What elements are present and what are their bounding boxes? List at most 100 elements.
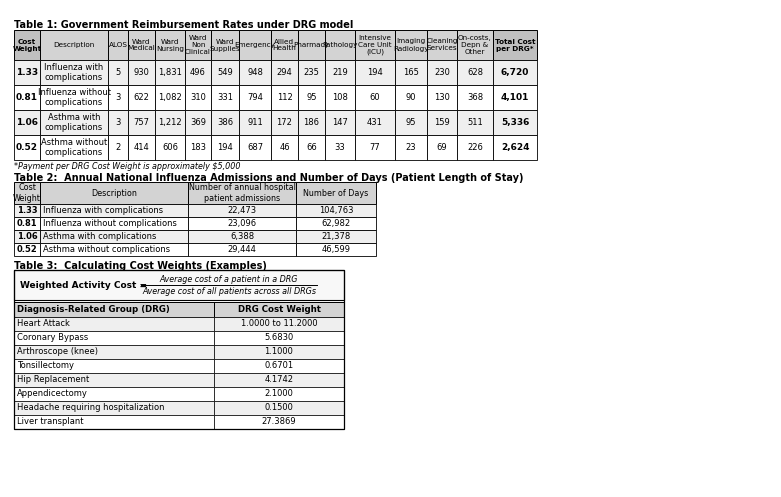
Bar xyxy=(298,60,325,85)
Bar xyxy=(427,135,457,160)
Bar xyxy=(493,60,537,85)
Bar xyxy=(355,85,395,110)
Text: On-costs,
Depn &
Other: On-costs, Depn & Other xyxy=(458,35,492,55)
Text: Number of Days: Number of Days xyxy=(303,188,369,197)
Text: 606: 606 xyxy=(162,143,178,152)
Bar xyxy=(239,85,271,110)
Text: Intensive
Care Unit
(ICU): Intensive Care Unit (ICU) xyxy=(358,35,392,55)
Text: 95: 95 xyxy=(406,118,416,127)
Text: 172: 172 xyxy=(276,118,292,127)
Bar xyxy=(128,85,155,110)
Bar xyxy=(271,110,298,135)
Text: Influenza with
complications: Influenza with complications xyxy=(45,63,104,82)
Bar xyxy=(298,85,325,110)
Bar xyxy=(14,270,344,300)
Text: Emergency: Emergency xyxy=(234,42,276,48)
Text: 183: 183 xyxy=(190,143,206,152)
Text: Arthroscope (knee): Arthroscope (knee) xyxy=(17,347,98,356)
Bar xyxy=(14,204,40,217)
Bar xyxy=(14,30,40,60)
Bar xyxy=(239,60,271,85)
Text: Table 2:  Annual National Influenza Admissions and Number of Days (Patient Lengt: Table 2: Annual National Influenza Admis… xyxy=(14,173,523,183)
Text: 1.06: 1.06 xyxy=(16,118,38,127)
Bar xyxy=(14,110,40,135)
Text: 6,388: 6,388 xyxy=(230,232,254,241)
Text: 511: 511 xyxy=(467,118,483,127)
Text: Asthma without
complications: Asthma without complications xyxy=(41,138,107,157)
Bar xyxy=(296,182,376,204)
Text: 628: 628 xyxy=(467,68,483,77)
Bar xyxy=(40,243,188,256)
Text: 0.52: 0.52 xyxy=(16,143,38,152)
Text: *Payment per DRG Cost Weight is approximately $5,000: *Payment per DRG Cost Weight is approxim… xyxy=(14,162,241,171)
Text: 147: 147 xyxy=(332,118,348,127)
Bar xyxy=(298,30,325,60)
Bar xyxy=(14,373,214,387)
Text: 194: 194 xyxy=(217,143,233,152)
Text: 386: 386 xyxy=(217,118,233,127)
Bar xyxy=(271,60,298,85)
Text: 112: 112 xyxy=(276,93,292,102)
Bar xyxy=(214,345,344,359)
Text: Diagnosis-Related Group (DRG): Diagnosis-Related Group (DRG) xyxy=(17,305,169,314)
Text: 294: 294 xyxy=(276,68,292,77)
Bar xyxy=(128,135,155,160)
Text: Cleaning
Services: Cleaning Services xyxy=(426,38,458,52)
Text: 2: 2 xyxy=(116,143,120,152)
Text: Asthma with
complications: Asthma with complications xyxy=(45,113,103,132)
Bar xyxy=(155,30,185,60)
Bar xyxy=(108,60,128,85)
Text: 27.3869: 27.3869 xyxy=(262,417,296,426)
Bar xyxy=(155,110,185,135)
Text: 66: 66 xyxy=(306,143,317,152)
Text: 414: 414 xyxy=(134,143,149,152)
Bar xyxy=(155,60,185,85)
Bar xyxy=(211,85,239,110)
Bar xyxy=(427,60,457,85)
Text: 1,212: 1,212 xyxy=(159,118,182,127)
Text: Table 3:  Calculating Cost Weights (Examples): Table 3: Calculating Cost Weights (Examp… xyxy=(14,261,267,271)
Text: 23,096: 23,096 xyxy=(227,219,257,228)
Bar xyxy=(14,401,214,415)
Text: 1.1000: 1.1000 xyxy=(265,347,294,356)
Text: 1.33: 1.33 xyxy=(16,68,38,77)
Text: 0.81: 0.81 xyxy=(16,93,38,102)
Bar xyxy=(40,230,188,243)
Text: 69: 69 xyxy=(437,143,448,152)
Text: 130: 130 xyxy=(434,93,450,102)
Bar xyxy=(108,135,128,160)
Bar xyxy=(14,317,214,331)
Bar xyxy=(14,60,40,85)
Bar xyxy=(325,110,355,135)
Bar xyxy=(298,135,325,160)
Bar xyxy=(188,217,296,230)
Bar xyxy=(296,217,376,230)
Text: Headache requiring hospitalization: Headache requiring hospitalization xyxy=(17,404,165,413)
Text: Coronary Bypass: Coronary Bypass xyxy=(17,333,88,342)
Bar xyxy=(108,30,128,60)
Text: Tonsillectomy: Tonsillectomy xyxy=(17,361,74,370)
Text: Description: Description xyxy=(91,188,137,197)
Bar xyxy=(355,110,395,135)
Text: Asthma with complications: Asthma with complications xyxy=(43,232,156,241)
Text: 46,599: 46,599 xyxy=(322,245,351,254)
Bar xyxy=(40,30,108,60)
Bar xyxy=(14,345,214,359)
Text: 60: 60 xyxy=(369,93,380,102)
Text: Asthma without complications: Asthma without complications xyxy=(43,245,170,254)
Text: 77: 77 xyxy=(369,143,380,152)
Bar xyxy=(325,85,355,110)
Bar xyxy=(457,110,493,135)
Bar xyxy=(108,110,128,135)
Text: Ward
Medical: Ward Medical xyxy=(127,38,155,52)
Text: 0.52: 0.52 xyxy=(16,245,37,254)
Bar xyxy=(214,415,344,429)
Bar xyxy=(155,135,185,160)
Text: 3: 3 xyxy=(116,118,121,127)
Bar xyxy=(185,110,211,135)
Text: Appendicectomy: Appendicectomy xyxy=(17,390,88,399)
Text: 1.33: 1.33 xyxy=(16,206,37,215)
Text: 0.81: 0.81 xyxy=(16,219,37,228)
Text: ALOS: ALOS xyxy=(109,42,127,48)
Text: Total Cost
per DRG*: Total Cost per DRG* xyxy=(494,38,535,52)
